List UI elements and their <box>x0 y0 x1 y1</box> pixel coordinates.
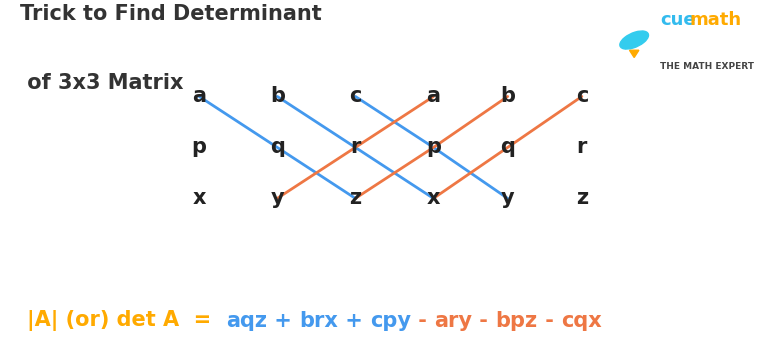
Text: aqz: aqz <box>226 311 267 331</box>
Text: cpy: cpy <box>370 311 412 331</box>
Text: +: + <box>267 311 299 331</box>
Text: +: + <box>338 311 370 331</box>
Text: x: x <box>192 189 206 208</box>
Text: math: math <box>690 11 742 29</box>
Text: a: a <box>426 87 440 106</box>
Text: -: - <box>537 311 561 331</box>
Text: x: x <box>426 189 440 208</box>
Text: cqx: cqx <box>561 311 601 331</box>
Text: Trick to Find Determinant: Trick to Find Determinant <box>20 4 321 24</box>
Text: -: - <box>473 311 495 331</box>
Text: q: q <box>500 138 515 157</box>
Text: y: y <box>501 189 515 208</box>
Text: bpz: bpz <box>495 311 537 331</box>
Text: THE MATH EXPERT: THE MATH EXPERT <box>660 62 754 71</box>
Text: b: b <box>500 87 515 106</box>
Text: |A| (or) det A  =: |A| (or) det A = <box>27 310 226 331</box>
Text: of 3x3 Matrix: of 3x3 Matrix <box>20 73 183 93</box>
Text: a: a <box>192 87 206 106</box>
Text: ary: ary <box>434 311 473 331</box>
Ellipse shape <box>620 31 648 49</box>
Text: y: y <box>270 189 284 208</box>
Text: b: b <box>269 87 285 106</box>
Polygon shape <box>629 50 639 58</box>
Text: r: r <box>576 138 587 157</box>
Text: q: q <box>269 138 285 157</box>
Text: z: z <box>349 189 362 208</box>
Text: p: p <box>426 138 441 157</box>
Text: r: r <box>350 138 361 157</box>
Text: brx: brx <box>299 311 338 331</box>
Text: p: p <box>191 138 207 157</box>
Text: c: c <box>349 87 362 106</box>
Text: z: z <box>576 189 588 208</box>
Text: cue: cue <box>660 11 696 29</box>
Text: c: c <box>576 87 588 106</box>
Text: -: - <box>412 311 434 331</box>
